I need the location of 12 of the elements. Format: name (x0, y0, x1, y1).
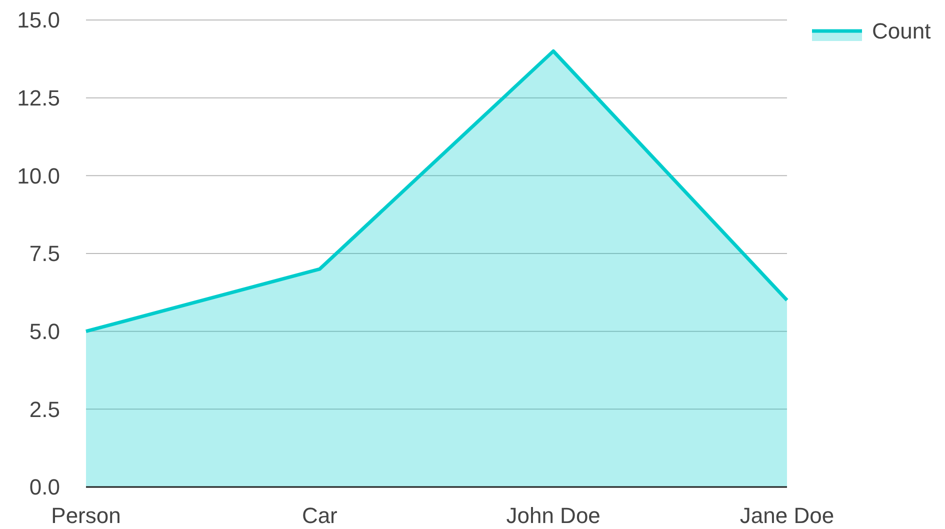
y-tick-label: 2.5 (29, 396, 60, 422)
y-tick-label: 7.5 (29, 241, 60, 266)
y-tick-label: 0.0 (29, 474, 60, 500)
legend-label: Count (872, 18, 931, 44)
y-tick-label: 15.0 (17, 8, 60, 33)
x-tick-label: Person (51, 503, 121, 528)
y-tick-label: 10.0 (17, 163, 60, 188)
y-tick-label: 12.5 (17, 86, 60, 111)
x-tick-label: John Doe (506, 503, 600, 528)
x-tick-label: Jane Doe (740, 503, 834, 528)
x-tick-label: Car (302, 503, 338, 528)
y-tick-label: 5.0 (29, 319, 60, 344)
